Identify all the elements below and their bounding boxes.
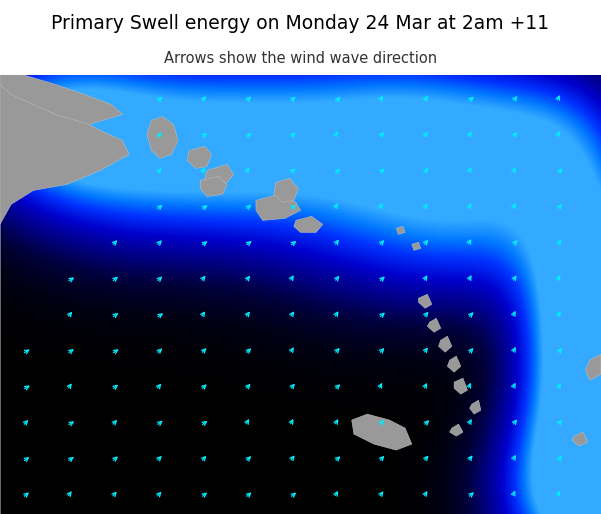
Polygon shape [454,378,468,394]
Polygon shape [439,336,452,352]
Polygon shape [447,356,461,372]
Polygon shape [205,164,234,185]
Polygon shape [572,432,588,446]
Polygon shape [147,117,178,158]
Polygon shape [0,75,129,514]
Polygon shape [585,354,601,380]
Polygon shape [256,194,300,221]
Polygon shape [0,75,123,124]
Text: Primary Swell energy on Monday 24 Mar at 2am +11: Primary Swell energy on Monday 24 Mar at… [52,14,549,33]
Polygon shape [274,178,298,203]
Polygon shape [200,176,227,196]
Polygon shape [418,294,432,308]
Polygon shape [187,146,212,169]
Polygon shape [396,226,405,234]
Polygon shape [427,318,441,332]
Polygon shape [469,400,481,414]
Polygon shape [352,414,412,450]
Text: Arrows show the wind wave direction: Arrows show the wind wave direction [164,51,437,66]
Polygon shape [294,216,323,232]
Polygon shape [450,424,463,436]
Polygon shape [412,242,421,250]
